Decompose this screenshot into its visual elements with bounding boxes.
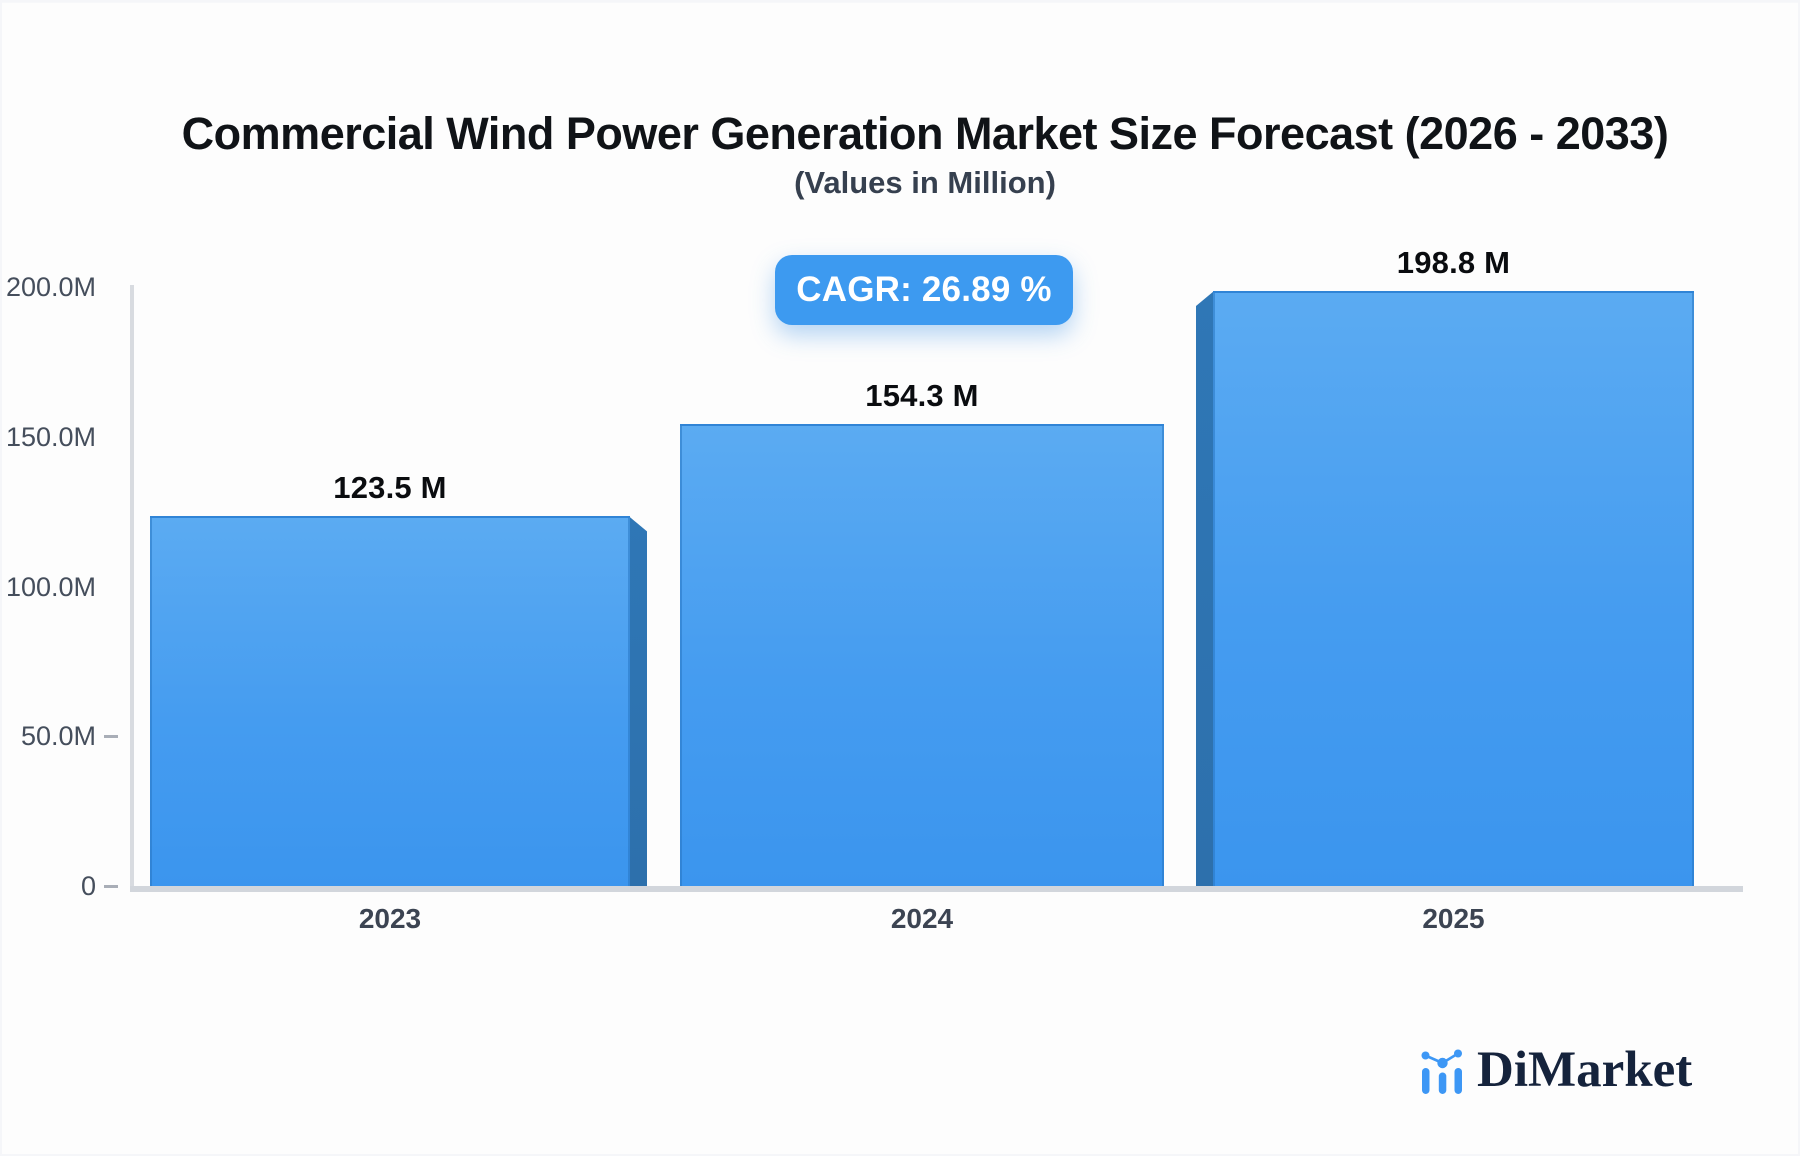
x-axis-label-2023: 2023 [358, 903, 422, 934]
chart-title: Commercial Wind Power Generation Market … [181, 108, 1669, 159]
cagr-badge: CAGR: 26.89 % [775, 255, 1073, 325]
bar-chart-logo-icon [1421, 1049, 1462, 1094]
chart-subtitle: (Values in Million) [794, 165, 1056, 200]
cagr-badge-label: CAGR: 26.89 % [796, 270, 1052, 309]
x-axis-label-2025: 2025 [1422, 903, 1485, 934]
y-axis-line [130, 285, 134, 892]
y-tick-label: 0 [80, 871, 96, 901]
x-axis-line [130, 886, 1743, 892]
y-tick-dash [104, 734, 118, 738]
logo-text: DiMarket [1477, 1042, 1693, 1098]
y-tick-label: 50.0M [20, 721, 96, 752]
y-tick-label: 150.0M [5, 422, 96, 453]
bar-value-label: 123.5 M [333, 470, 447, 506]
bar-2024 [680, 424, 1164, 886]
bar-2025 [1213, 291, 1694, 886]
x-axis-label-2024: 2024 [890, 903, 954, 934]
bar-3d-side [629, 516, 647, 886]
y-tick-dash [104, 884, 118, 888]
bar-value-label: 198.8 M [1396, 245, 1511, 280]
y-tick-label: 100.0M [5, 571, 96, 602]
bar-3d-side [1196, 291, 1214, 886]
y-tick-label: 200.0M [5, 272, 96, 303]
bar-value-label: 154.3 M [865, 378, 979, 414]
bar-2023 [150, 516, 630, 886]
